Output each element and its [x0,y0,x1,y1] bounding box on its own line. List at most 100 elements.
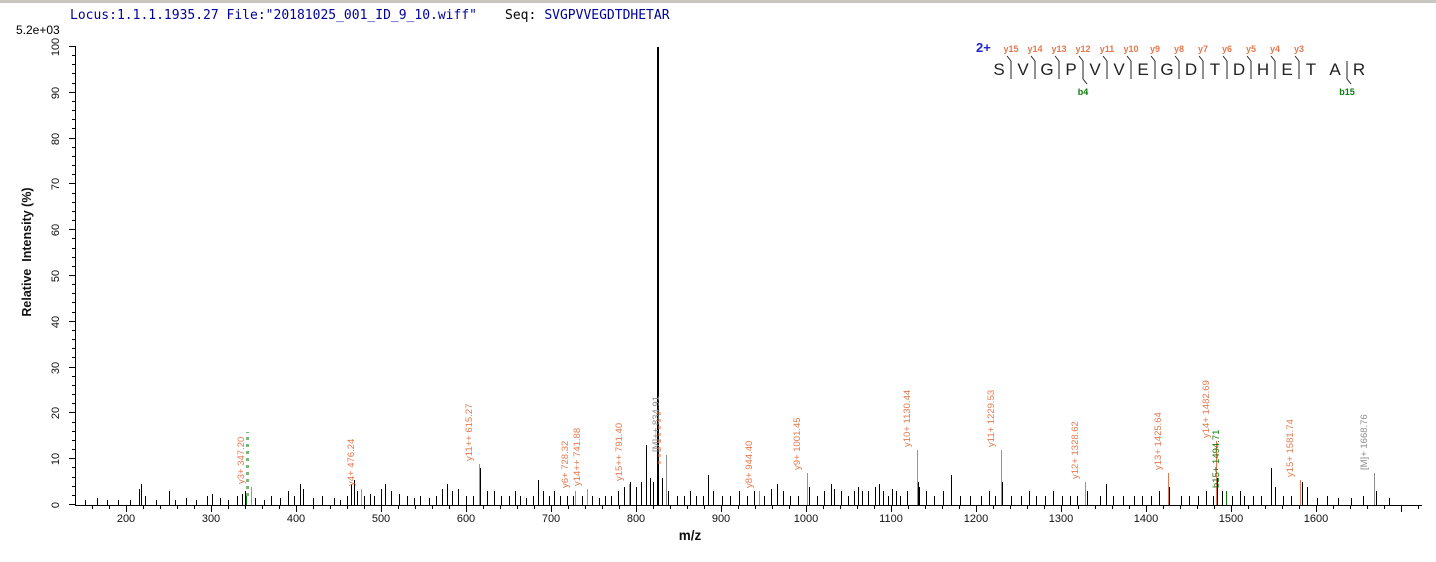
annotated-peak [251,487,252,505]
peak-label: y6+ 728.32 [560,440,571,488]
spectrum-peak [1011,496,1012,505]
x-minor-tick [449,505,450,509]
y-minor-tick [72,220,76,221]
x-minor-tick [857,505,858,509]
x-minor-tick [517,505,518,509]
fragment-gap: y7 [1198,44,1208,85]
spectrum-peak [1159,491,1160,505]
fragment-cut-mark [1222,55,1228,79]
spectrum-peak [636,487,637,505]
x-tick-label-text: 1000 [793,513,819,525]
x-minor-tick [1112,505,1113,509]
spectrum-peak [1134,496,1135,505]
x-minor-tick [1010,505,1011,509]
spectrum-peak [684,496,685,505]
spectrum-peak [442,489,443,505]
spectrum-peak [1106,484,1107,505]
x-major-tick [721,505,722,512]
x-minor-tick [279,505,280,509]
spectrum-peak [868,491,869,505]
spectrum-peak [560,496,561,505]
spectrum-peak [960,496,961,505]
spectrum-peak [611,496,612,505]
y-minor-tick [72,193,76,194]
spectrum-peak [139,489,140,505]
spectrum-peak [385,484,386,505]
spectrum-peak [130,500,131,505]
x-major-tick [1061,505,1062,512]
y-ion-label: y10 [1123,44,1139,54]
spectrum-peak [771,489,772,505]
fragment-cut-mark [1030,55,1036,79]
x-minor-tick [1367,505,1368,509]
y-minor-tick [72,486,76,487]
x-minor-tick [109,505,110,509]
x-minor-tick [92,505,93,509]
y-minor-tick [72,284,76,285]
x-major-tick [1401,505,1402,512]
x-minor-tick [228,505,229,509]
spectrum-peak [429,498,430,505]
spectrum-peak [1169,487,1170,505]
peak-label: y15++ 791.40 [614,422,625,481]
spectrum-peak [1029,491,1030,505]
spectrum-peak [145,496,146,505]
x-minor-tick [789,505,790,509]
spectrum-peak [1351,498,1352,505]
spectrum-peak [618,491,619,505]
spectrum-peak [599,498,600,505]
residue-letter: R [1352,60,1366,79]
x-minor-tick [1214,505,1215,509]
fragment-gap: y9 [1150,44,1160,85]
annotated-peak [1216,441,1217,505]
y-major-tick [69,46,76,47]
spectrum-peak [896,491,897,505]
spectrum-peak [624,487,625,505]
spectrum-peak [1036,496,1037,505]
x-minor-tick [143,505,144,509]
y-minor-tick [72,330,76,331]
y-major-tick [69,138,76,139]
spectrum-peak [347,496,348,505]
x-tick-label-text: 200 [116,513,136,525]
y-ion-label: y11 [1099,44,1115,54]
spectrum-peak [713,491,714,505]
fragment-gap: y10 [1123,44,1139,85]
spectrum-peak [1189,496,1190,505]
x-tick-label-text: 500 [371,513,391,525]
spectrum-plot-area[interactable]: 200 300 400 500 600 700 800 900 1000 1100 1200 1300… [50,38,1422,525]
spectrum-peak [951,475,952,505]
annotated-peak [361,489,362,505]
y-minor-tick [72,302,76,303]
spectrum-peak [364,496,365,505]
spectrum-peak [255,498,256,505]
peak-label: [M]+ 1668.76 [1359,414,1370,470]
spectrum-peak [1045,496,1046,505]
y-ion-label: y8 [1173,44,1185,54]
x-minor-tick [1418,505,1419,509]
y-minor-tick [72,266,76,267]
spectrum-peak [1253,496,1254,505]
x-major-tick [891,505,892,512]
spectrum-peak [220,498,221,505]
y-tick-label-text: 60 [50,223,62,237]
seq-value: SVGPVVEGDTDHETAR [544,8,670,23]
spectrum-peak [824,491,825,505]
spectrum-peak [280,498,281,505]
x-minor-tick [1197,505,1198,509]
spectrum-peak [841,491,842,505]
spectrum-peak [374,496,375,505]
fragment-gap: y13 [1051,44,1067,85]
x-major-tick [806,505,807,512]
spectrum-peak [1206,491,1207,505]
y-minor-tick [72,495,76,496]
spectrum-peak [118,500,119,505]
spectrum-peak [526,498,527,505]
y-minor-tick [72,385,76,386]
spectrum-peak [1317,498,1318,505]
spectrum-peak [242,494,243,505]
x-minor-tick [160,505,161,509]
y-minor-tick [72,477,76,478]
spectrum-peak [1389,498,1390,505]
